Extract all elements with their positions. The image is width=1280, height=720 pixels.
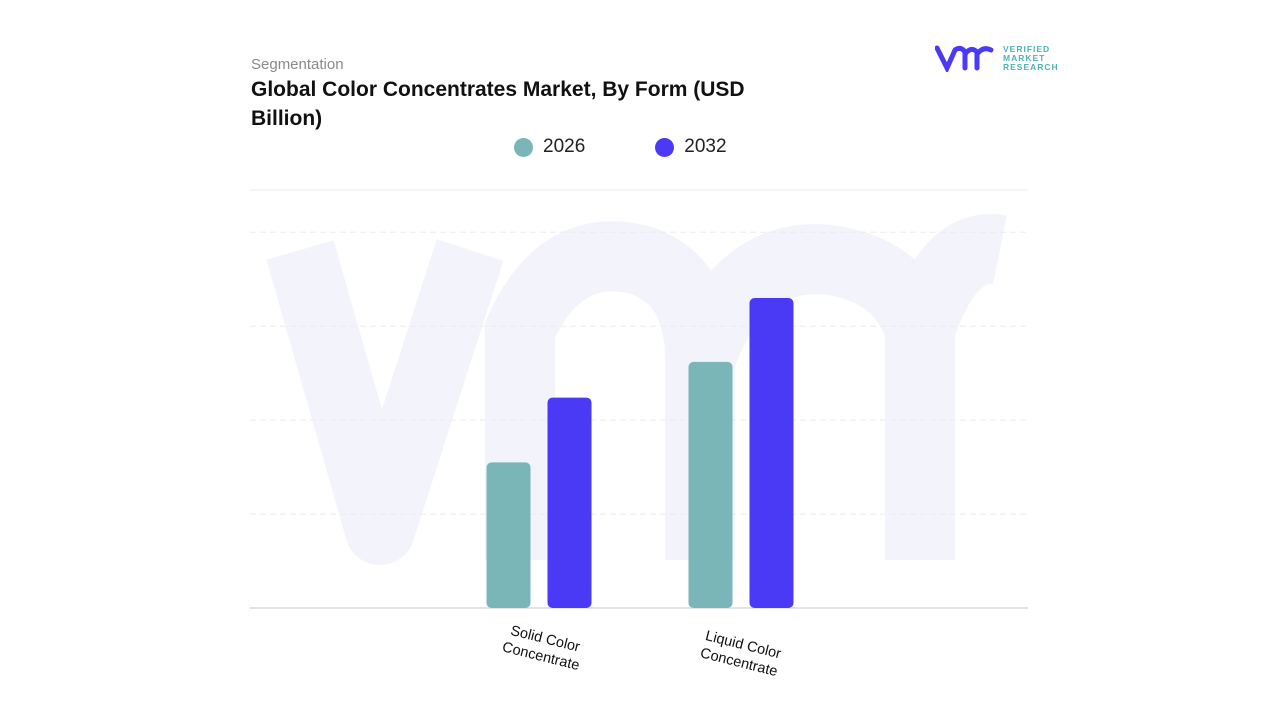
bar-2032 xyxy=(749,298,794,608)
legend-swatch xyxy=(655,137,675,157)
legend-label: 2032 xyxy=(684,136,727,157)
bar-2032 xyxy=(547,397,592,608)
legend-item-2032: 2032 xyxy=(655,136,727,158)
watermark xyxy=(266,214,1007,565)
segment-label: Segmentation xyxy=(251,56,344,73)
logo-line: MARKET xyxy=(1003,52,1046,63)
legend-item-2026: 2026 xyxy=(514,136,585,158)
legend: 2026 2032 xyxy=(514,136,727,158)
logo: VERIFIED MARKET RESEARCH xyxy=(935,44,1059,72)
chart-title: Global Color Concentrates Market, By For… xyxy=(251,78,745,130)
vmr-logo-icon xyxy=(935,45,994,72)
bar-2026 xyxy=(486,462,531,608)
logo-line: RESEARCH xyxy=(1003,61,1059,72)
bar-2026 xyxy=(688,361,733,608)
legend-swatch xyxy=(514,137,533,157)
logo-line: VERIFIED xyxy=(1003,43,1051,54)
legend-label: 2026 xyxy=(543,136,586,157)
